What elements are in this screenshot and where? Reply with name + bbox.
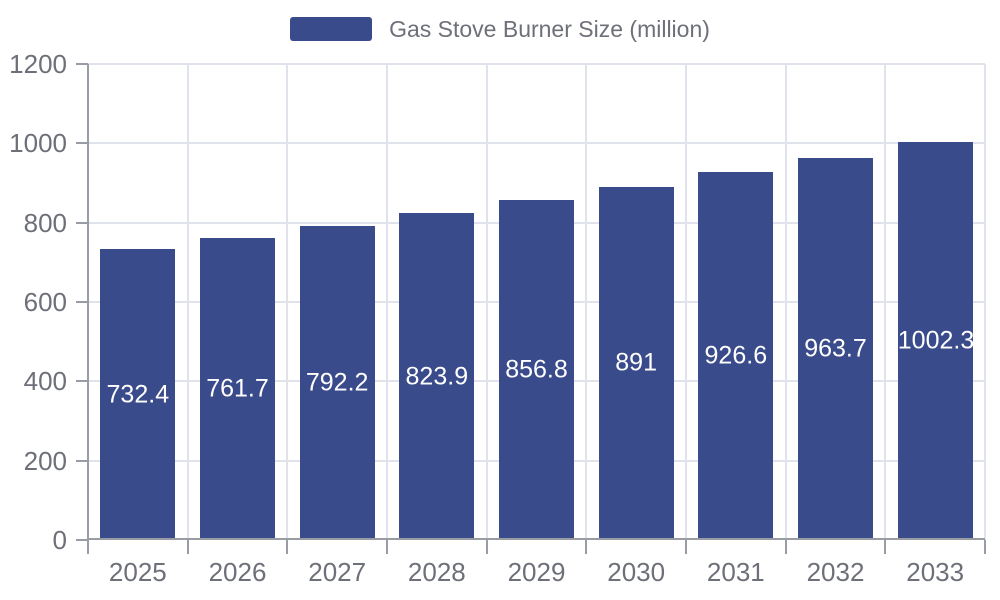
h-gridline bbox=[88, 142, 985, 145]
bar-value-label: 732.4 bbox=[106, 380, 170, 409]
v-gridline bbox=[186, 64, 189, 540]
x-tick-label: 2026 bbox=[208, 557, 267, 587]
v-gridline bbox=[585, 64, 588, 540]
bar: 926.6 bbox=[698, 172, 774, 540]
bar: 856.8 bbox=[499, 200, 574, 540]
y-tick-mark bbox=[76, 380, 88, 383]
x-tick-label: 2030 bbox=[607, 557, 666, 587]
x-tick-mark bbox=[385, 540, 388, 554]
x-tick-mark bbox=[485, 540, 488, 554]
legend-item[interactable]: Gas Stove Burner Size (million) bbox=[0, 16, 1000, 41]
legend-swatch-icon bbox=[290, 16, 373, 41]
y-tick-mark bbox=[76, 221, 88, 224]
x-tick-label: 2025 bbox=[108, 557, 167, 587]
v-gridline bbox=[984, 64, 986, 540]
y-tick-mark bbox=[76, 142, 88, 145]
x-tick-mark bbox=[286, 540, 289, 554]
bar-value-label: 963.7 bbox=[804, 334, 867, 363]
bar-value-label: 792.2 bbox=[305, 368, 369, 397]
x-tick-label: 2029 bbox=[507, 557, 566, 587]
x-tick-mark bbox=[87, 540, 89, 554]
bar: 963.7 bbox=[798, 157, 873, 540]
x-tick-mark bbox=[884, 540, 887, 554]
x-tick-label: 2031 bbox=[706, 557, 765, 587]
y-axis-line bbox=[87, 64, 89, 540]
bar: 761.7 bbox=[200, 237, 275, 540]
v-gridline bbox=[485, 64, 488, 540]
bar-value-label: 856.8 bbox=[505, 355, 568, 384]
x-tick-label: 2033 bbox=[906, 557, 965, 587]
v-gridline bbox=[784, 64, 787, 540]
bar-value-label: 926.6 bbox=[704, 341, 768, 370]
bar: 1002.3 bbox=[897, 142, 975, 540]
y-tick-mark bbox=[76, 301, 88, 303]
bar: 891 bbox=[598, 186, 674, 540]
legend-label: Gas Stove Burner Size (million) bbox=[389, 16, 710, 42]
x-tick-mark bbox=[784, 540, 787, 554]
v-gridline bbox=[884, 64, 887, 540]
bar-value-label: 761.7 bbox=[206, 374, 269, 403]
y-tick-mark bbox=[76, 539, 88, 541]
x-tick-mark bbox=[684, 540, 687, 554]
v-gridline bbox=[286, 64, 289, 540]
bar-value-label: 823.9 bbox=[405, 362, 469, 391]
bar-value-label: 1002.3 bbox=[897, 326, 975, 355]
bar-value-label: 891 bbox=[615, 348, 657, 377]
x-tick-label: 2032 bbox=[806, 557, 865, 587]
v-gridline bbox=[385, 64, 388, 540]
plot-area: 0 200 400 600 800 1000 1200 2025 732.4 2026 761.7 2… bbox=[9, 51, 986, 585]
y-tick-mark bbox=[76, 459, 88, 462]
bar: 792.2 bbox=[299, 225, 375, 540]
x-tick-mark bbox=[984, 540, 986, 554]
v-gridline bbox=[684, 64, 687, 540]
x-axis-line bbox=[87, 538, 985, 540]
bar: 823.9 bbox=[399, 213, 475, 540]
x-tick-mark bbox=[186, 540, 189, 554]
y-tick-mark bbox=[76, 63, 88, 65]
bar: 732.4 bbox=[100, 249, 176, 540]
h-gridline bbox=[88, 63, 985, 65]
x-tick-label: 2028 bbox=[407, 557, 466, 587]
x-tick-mark bbox=[585, 540, 588, 554]
x-tick-label: 2027 bbox=[308, 557, 367, 587]
